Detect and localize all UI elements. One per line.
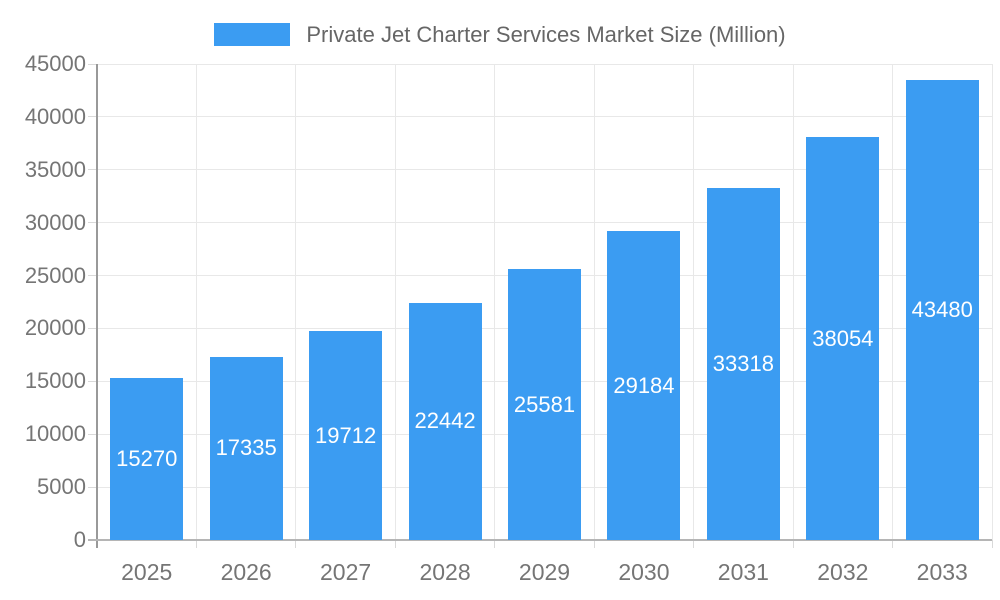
gridline-x [892, 64, 894, 540]
legend[interactable]: Private Jet Charter Services Market Size… [0, 21, 1000, 48]
gridline-x [295, 64, 297, 540]
x-axis-tick [295, 540, 297, 548]
y-axis-label: 20000 [24, 315, 86, 341]
y-axis-label: 5000 [37, 474, 86, 500]
x-axis-tick [494, 540, 496, 548]
bar-2025[interactable] [110, 378, 184, 540]
y-axis-label: 15000 [24, 368, 86, 394]
x-axis-tick [892, 540, 894, 548]
gridline-x [593, 64, 595, 540]
legend-label[interactable]: Private Jet Charter Services Market Size… [306, 22, 786, 47]
x-axis-tick [394, 540, 396, 548]
gridline-x [792, 64, 794, 540]
x-axis-tick [593, 540, 595, 548]
gridline-x [195, 64, 197, 540]
y-axis-tick [88, 486, 97, 488]
y-axis-tick [88, 222, 97, 224]
y-axis-tick [88, 63, 97, 65]
y-axis-label: 35000 [24, 156, 86, 182]
y-axis-tick [88, 327, 97, 329]
x-axis-tick [195, 540, 197, 548]
bar-2029[interactable] [508, 269, 581, 540]
x-axis-tick [991, 540, 993, 548]
x-axis-label: 2030 [618, 559, 670, 585]
bar-2028[interactable] [408, 302, 482, 540]
x-axis-label: 2027 [320, 559, 372, 585]
gridline-x [494, 64, 496, 540]
gridline-x [394, 64, 396, 540]
gridline-y [97, 169, 992, 171]
bar-2033[interactable] [905, 80, 979, 540]
gridline-x [991, 64, 993, 540]
x-axis-tick [792, 540, 794, 548]
x-axis-label: 2028 [419, 559, 471, 585]
x-axis-label: 2031 [717, 559, 769, 585]
x-axis-label: 2026 [220, 559, 272, 585]
y-axis-label: 45000 [24, 51, 86, 76]
y-axis-tick [88, 380, 97, 382]
x-axis-label: 2025 [121, 559, 173, 585]
y-axis-label: 40000 [24, 103, 86, 129]
y-axis-tick [88, 116, 97, 118]
gridline-y [97, 222, 992, 224]
y-axis-tick [88, 275, 97, 277]
x-axis-label: 2033 [916, 559, 968, 585]
bar-2031[interactable] [706, 187, 780, 540]
bar-2032[interactable] [806, 137, 880, 540]
gridline-x [693, 64, 695, 540]
y-axis-line [96, 64, 98, 548]
x-axis-tick [693, 540, 695, 548]
legend-marker[interactable] [214, 23, 291, 46]
y-axis-tick [88, 433, 97, 435]
y-axis-label: 10000 [24, 421, 86, 447]
gridline-y [97, 63, 992, 65]
x-axis-line [88, 539, 992, 541]
x-axis-label: 2032 [817, 559, 869, 585]
y-axis-label: 25000 [24, 262, 86, 288]
bar-2026[interactable] [209, 356, 283, 540]
bar-2027[interactable] [309, 331, 383, 540]
bar-2030[interactable] [607, 231, 681, 540]
y-axis-label: 30000 [24, 209, 86, 235]
x-axis-label: 2029 [518, 559, 571, 585]
y-axis-tick [88, 169, 97, 171]
y-axis-label: 0 [73, 527, 86, 552]
gridline-y [97, 116, 992, 118]
